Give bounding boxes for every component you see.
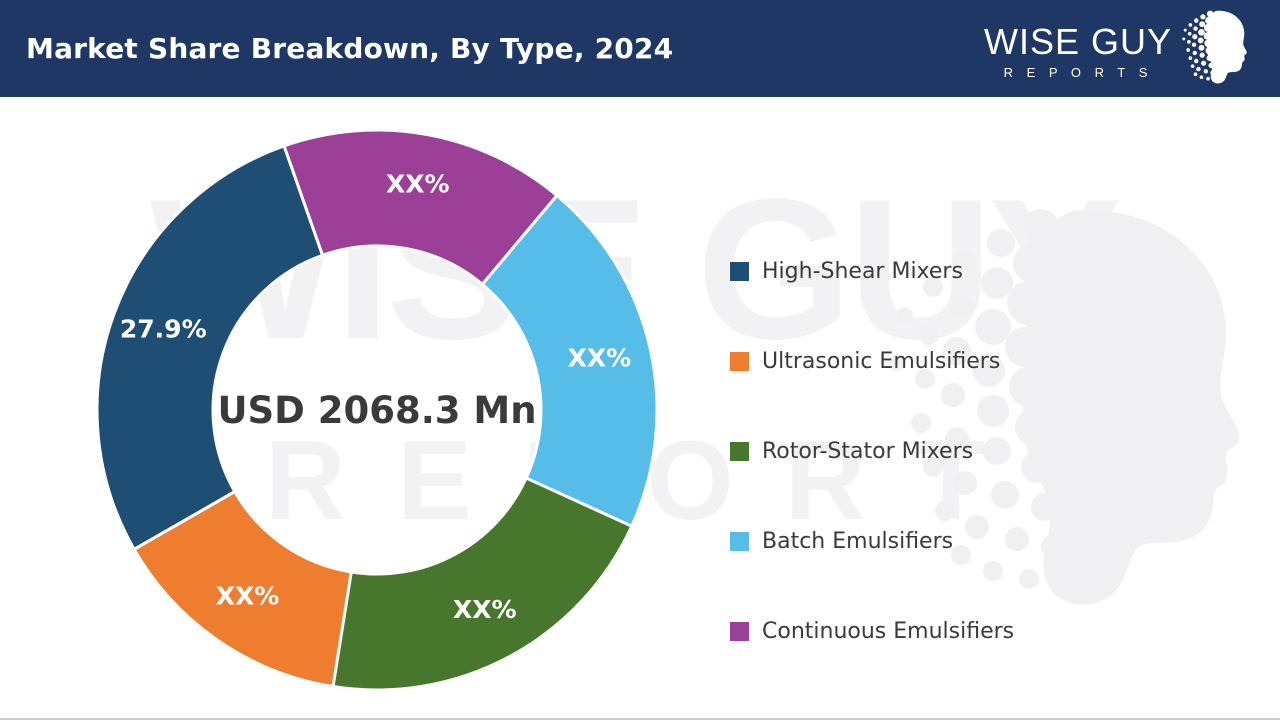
legend-color-swatch [730, 531, 749, 551]
donut-chart: XX% XX% XX% XX% 27.9% USD 2068.3 Mn [95, 128, 659, 692]
slice-value-label: XX% [453, 595, 517, 624]
chart-legend: High-Shear Mixers Ultrasonic Emulsifiers R… [730, 247, 1014, 655]
slice-value-label: XX% [568, 344, 632, 373]
slice-value-label: 27.9% [120, 315, 207, 344]
legend-label: Rotor-Stator Mixers [762, 438, 974, 464]
legend-item-rotor-stator-mixers: Rotor-Stator Mixers [730, 427, 1014, 475]
legend-color-swatch [730, 441, 749, 461]
legend-label: Ultrasonic Emulsifiers [762, 348, 1001, 374]
brand-reports: R E P O R T S [1003, 64, 1153, 80]
legend-item-continuous-emulsifiers: Continuous Emulsifiers [730, 607, 1014, 655]
header-bar: Market Share Breakdown, By Type, 2024 WI… [0, 0, 1280, 97]
legend-item-high-shear-mixers: High-Shear Mixers [730, 247, 1014, 295]
legend-label: Batch Emulsifiers [762, 528, 954, 554]
legend-color-swatch [730, 261, 749, 281]
bottom-border [0, 718, 1280, 720]
donut-slice-high-shear-mixers [95, 144, 325, 551]
legend-label: Continuous Emulsifiers [762, 618, 1015, 644]
donut-slice-continuous-emulsifiers [282, 128, 559, 286]
brand-face-icon [1182, 10, 1247, 84]
legend-color-swatch [730, 621, 749, 641]
page-title: Market Share Breakdown, By Type, 2024 [26, 32, 674, 65]
donut-slice-rotor-stator-mixers [331, 476, 634, 692]
legend-color-swatch [730, 351, 749, 371]
slice-value-label: XX% [386, 170, 450, 199]
donut-slice-batch-emulsifiers [480, 194, 659, 528]
legend-item-batch-emulsifiers: Batch Emulsifiers [730, 517, 1014, 565]
brand-logo: WISE GUY R E P O R T S [984, 8, 1248, 89]
legend-item-ultrasonic-emulsifiers: Ultrasonic Emulsifiers [730, 337, 1014, 385]
brand-name: WISE GUY [983, 20, 1172, 62]
brand-wordmark: WISE GUY R E P O R T S [983, 20, 1172, 80]
slice-value-label: XX% [216, 582, 280, 611]
donut-center-value: USD 2068.3 Mn [217, 389, 536, 432]
legend-label: High-Shear Mixers [762, 258, 963, 284]
